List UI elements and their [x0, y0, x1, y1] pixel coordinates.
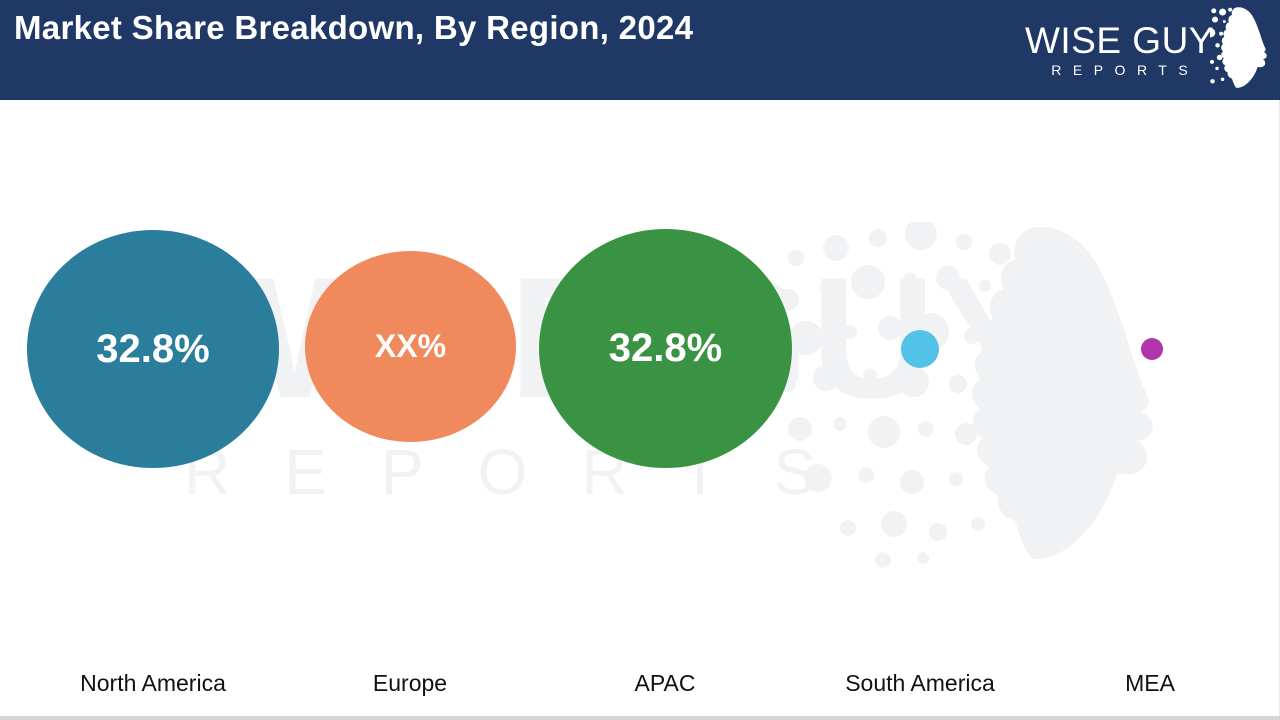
- watermark-subtext: REPORTS: [184, 436, 871, 508]
- page-title: Market Share Breakdown, By Region, 2024: [14, 9, 694, 46]
- wise-guy-head-icon: [1210, 7, 1267, 88]
- category-label-south-america: South America: [845, 670, 995, 696]
- logo-wordmark-block: WISE GUY REPORTS: [1025, 22, 1214, 77]
- bottom-strip: [0, 716, 1280, 720]
- logo-wordmark: WISE GUY: [1024, 20, 1214, 61]
- category-label-mea: MEA: [1125, 670, 1175, 696]
- bubble-south-america: [901, 330, 939, 368]
- header: Market Share Breakdown, By Region, 2024 …: [0, 0, 1280, 100]
- category-label-north-america: North America: [80, 670, 226, 696]
- logo-subtext: REPORTS: [1051, 62, 1200, 78]
- category-label-europe: Europe: [372, 670, 448, 696]
- bubble-apac: 32.8%: [539, 229, 792, 468]
- share-value-north-america: 32.8%: [96, 326, 210, 371]
- bubble-mea: [1141, 338, 1163, 360]
- watermark-head-icon: [778, 222, 1154, 568]
- share-value-europe: XX%: [374, 328, 447, 364]
- share-value-apac: 32.8%: [608, 326, 723, 370]
- bubble-north-america: 32.8%: [27, 230, 279, 468]
- category-label-apac: APAC: [634, 670, 696, 696]
- wise-guy-logo: WISE GUY REPORTS: [1025, 4, 1272, 90]
- bubble-europe: XX%: [305, 251, 516, 442]
